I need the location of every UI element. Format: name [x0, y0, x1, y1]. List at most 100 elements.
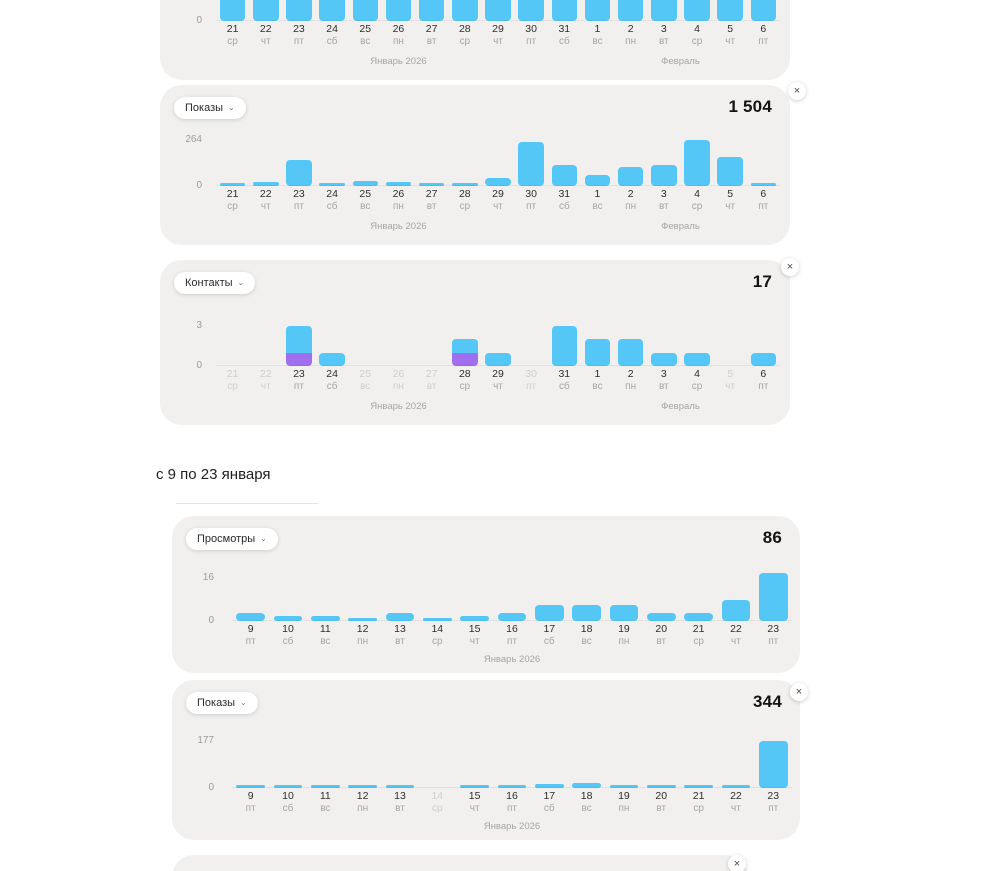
bar-slot — [282, 306, 315, 366]
bar — [348, 618, 378, 621]
bar — [310, 785, 340, 788]
bar-slot — [531, 726, 568, 788]
date-label: 5 чт — [725, 23, 736, 47]
bar-slot — [568, 726, 605, 788]
bar — [721, 599, 751, 621]
bar-slot — [316, 306, 349, 366]
date-label: 6 пт — [758, 23, 769, 47]
date-label: 27 вт — [425, 188, 438, 212]
bar-slot — [680, 131, 713, 186]
bar-slot — [307, 726, 344, 788]
bar-slot — [456, 562, 493, 621]
bar-slot — [249, 131, 282, 186]
bar — [252, 181, 279, 186]
date-label: 3 вт — [658, 188, 669, 212]
date-label: 6 пт — [758, 368, 769, 392]
bar-slot — [717, 726, 754, 788]
bar-slot — [680, 306, 713, 366]
bar-slot — [344, 726, 381, 788]
bar-slot — [269, 726, 306, 788]
bar-cut-off — [319, 0, 345, 21]
date-label: 19 пн — [618, 790, 630, 814]
chart-card-contacts: Контакты ⌄ 17 3 0 21 ср 22 чт 23 пт 24 сб 25 вс 26 пн 27 в… — [160, 258, 799, 425]
date-label: 30 пт — [525, 188, 537, 212]
bar-cut-off — [584, 0, 611, 21]
y-axis-tick-label: 3 — [196, 320, 202, 331]
date-label: 29 чт — [492, 23, 504, 47]
bar-slot — [307, 562, 344, 621]
date-label: 21 ср — [226, 368, 239, 392]
month-label: Январь 2026 — [370, 401, 427, 412]
date-label: 4 ср — [691, 368, 703, 392]
metric-dropdown-button[interactable]: Контакты ⌄ — [174, 272, 256, 294]
bar — [534, 604, 564, 621]
bar — [236, 612, 266, 621]
date-label: 23 пт — [293, 188, 305, 212]
date-label: 20 вт — [655, 790, 668, 814]
metric-dropdown-button[interactable]: Показы ⌄ — [186, 692, 258, 714]
date-label: 9 пт — [245, 790, 256, 814]
date-label: 24 сб — [326, 188, 338, 212]
bar — [551, 326, 578, 366]
close-chart-button[interactable]: × — [781, 258, 799, 276]
bar-slot — [515, 0, 548, 21]
stacked-bar — [286, 326, 312, 366]
date-label: 9 пт — [245, 623, 256, 647]
bar — [319, 352, 345, 366]
month-labels: Январь 2026 — [232, 820, 792, 832]
close-icon: × — [795, 685, 803, 698]
bar — [286, 159, 312, 186]
bar-slot — [481, 0, 514, 21]
bar-slot — [493, 726, 530, 788]
x-axis-labels: 21 ср 22 чт 23 пт 24 сб 25 вс 26 пн 27 вт 28 ср 29 чт 30 пт… — [216, 23, 780, 47]
date-label: 23 пт — [767, 623, 780, 647]
chart-total-value: 86 — [762, 528, 782, 547]
bar — [646, 612, 676, 621]
bar-slot — [232, 562, 269, 621]
bar-cut-off — [219, 0, 246, 21]
close-chart-button[interactable]: × — [728, 855, 746, 871]
close-chart-button[interactable]: × — [788, 82, 806, 100]
date-label: 11 вс — [319, 790, 331, 814]
chart-card-impressions-2: Показы ⌄ 344 177 0 9 пт 10 сб 11 вс 12 пн 13 вт 14 ср 15 ч… — [172, 680, 808, 840]
date-label: 22 чт — [259, 368, 272, 392]
bar — [273, 785, 303, 788]
y-axis-tick-label: 0 — [208, 782, 214, 793]
date-label: 31 сб — [558, 188, 571, 212]
section-divider — [176, 503, 318, 504]
bar-slot — [316, 0, 349, 21]
bar-chart-plot — [216, 131, 780, 186]
chevron-down-icon: ⌄ — [237, 278, 245, 287]
bar — [518, 142, 544, 186]
bar-slot — [714, 131, 747, 186]
date-label: 24 сб — [326, 23, 338, 47]
bar — [750, 182, 777, 186]
chart-card-header: Показы ⌄ 1 504 — [174, 97, 772, 119]
bar — [651, 352, 677, 366]
bar-slot — [381, 726, 418, 788]
chevron-down-icon: ⌄ — [260, 534, 267, 543]
bar — [651, 164, 677, 186]
metric-dropdown-button[interactable]: Показы ⌄ — [174, 97, 246, 119]
close-chart-button[interactable]: × — [790, 683, 808, 701]
bar — [452, 183, 478, 186]
date-label: 24 сб — [326, 368, 338, 392]
date-label: 13 вт — [394, 623, 406, 647]
bar — [572, 604, 601, 621]
bar-slot — [755, 726, 792, 788]
bar-slot — [349, 306, 382, 366]
date-label: 28 ср — [458, 23, 471, 47]
bar — [684, 612, 713, 621]
month-label: Февраль — [661, 221, 700, 232]
bar — [497, 612, 527, 621]
metric-dropdown-button[interactable]: Просмотры ⌄ — [186, 528, 278, 550]
date-label: 25 вс — [359, 23, 372, 47]
month-labels: Январь 2026 Февраль — [216, 400, 780, 412]
date-label: 19 пн — [618, 623, 630, 647]
bar-slot — [381, 562, 418, 621]
date-label: 10 сб — [282, 623, 294, 647]
bar-cut-off — [252, 0, 279, 21]
bar-slot — [448, 306, 481, 366]
bar — [584, 339, 611, 366]
bar-slot — [249, 0, 282, 21]
